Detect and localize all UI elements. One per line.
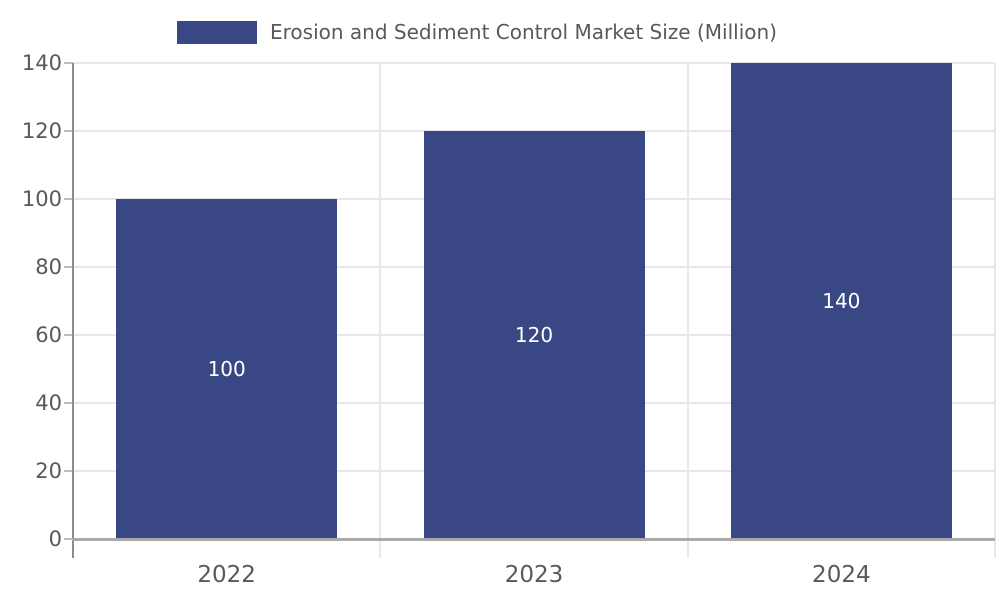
y-tick-mark (64, 62, 73, 64)
y-tick-label: 60 (35, 323, 62, 347)
y-tick-label: 100 (21, 187, 62, 211)
y-tick-label: 140 (21, 51, 62, 75)
x-axis-line (72, 538, 995, 541)
y-tick-mark (64, 402, 73, 404)
bar-value-label: 100 (207, 357, 246, 381)
y-tick-mark (64, 334, 73, 336)
category-separator (686, 63, 689, 558)
y-tick-mark (64, 198, 73, 200)
y-tick-mark (64, 266, 73, 268)
bar (116, 199, 338, 539)
y-tick-label: 20 (35, 459, 62, 483)
y-tick-mark (64, 130, 73, 132)
bar (423, 131, 645, 539)
legend-swatch (177, 20, 257, 44)
y-tick-label: 120 (21, 119, 62, 143)
y-tick-mark (64, 470, 73, 472)
bar-value-label: 120 (514, 323, 554, 347)
x-tick-label: 2023 (504, 562, 564, 588)
x-tick-label: 2024 (812, 562, 871, 588)
legend: Erosion and Sediment Control Market Size… (177, 17, 777, 47)
category-separator (379, 63, 382, 558)
gridline (73, 62, 995, 64)
y-axis-line (72, 63, 74, 558)
y-tick-label: 0 (48, 527, 62, 551)
legend-label: Erosion and Sediment Control Market Size… (270, 20, 777, 44)
y-tick-label: 40 (35, 391, 62, 415)
category-separator (994, 63, 996, 558)
x-tick-label: 2022 (197, 562, 256, 588)
bar-value-label: 140 (822, 289, 861, 313)
bar (730, 63, 952, 539)
y-tick-label: 80 (35, 255, 62, 279)
y-tick-mark (64, 538, 73, 540)
